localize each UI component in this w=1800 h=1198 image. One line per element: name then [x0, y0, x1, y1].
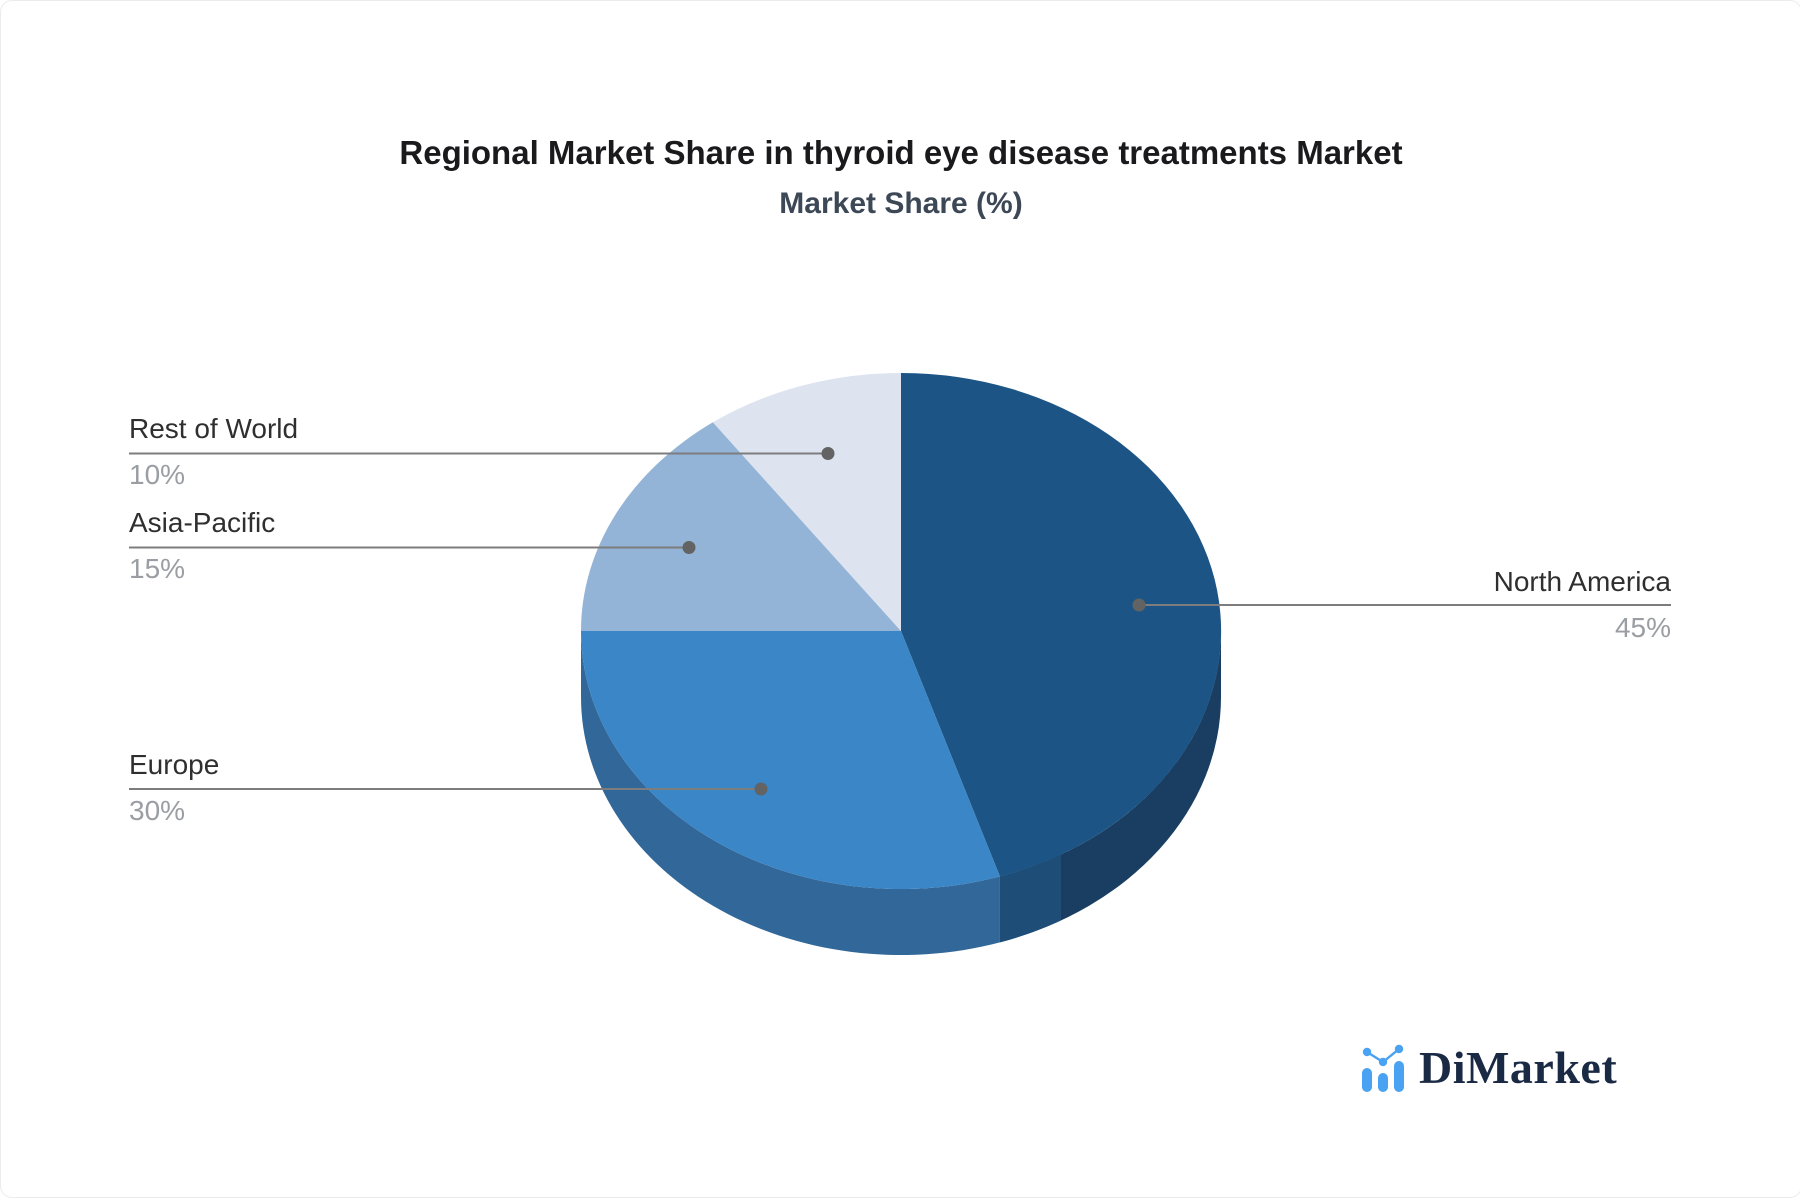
- callout-europe: Europe 30%: [129, 749, 219, 827]
- callout-asia-pacific: Asia-Pacific 15%: [129, 507, 275, 585]
- brand-logo-text: DiMarket: [1419, 1042, 1618, 1093]
- slice-label: Rest of World: [129, 413, 299, 444]
- bar-chart-logo-icon: [1362, 1044, 1404, 1092]
- slice-label: North America: [1493, 566, 1671, 597]
- slice-label: Europe: [129, 749, 220, 780]
- chart-subtitle: Market Share (%): [779, 187, 1023, 220]
- brand-logo: DiMarket: [1359, 1039, 1617, 1093]
- chart-title: Regional Market Share in thyroid eye dis…: [399, 134, 1403, 171]
- slice-value: 15%: [129, 553, 186, 584]
- slice-value: 45%: [1614, 612, 1671, 643]
- slice-label: Asia-Pacific: [129, 507, 276, 538]
- slice-value: 30%: [129, 795, 186, 826]
- slice-value: 10%: [129, 459, 186, 490]
- callout-north-america: North America 45%: [1494, 566, 1671, 644]
- callout-rest-of-world: Rest of World 10%: [129, 413, 298, 491]
